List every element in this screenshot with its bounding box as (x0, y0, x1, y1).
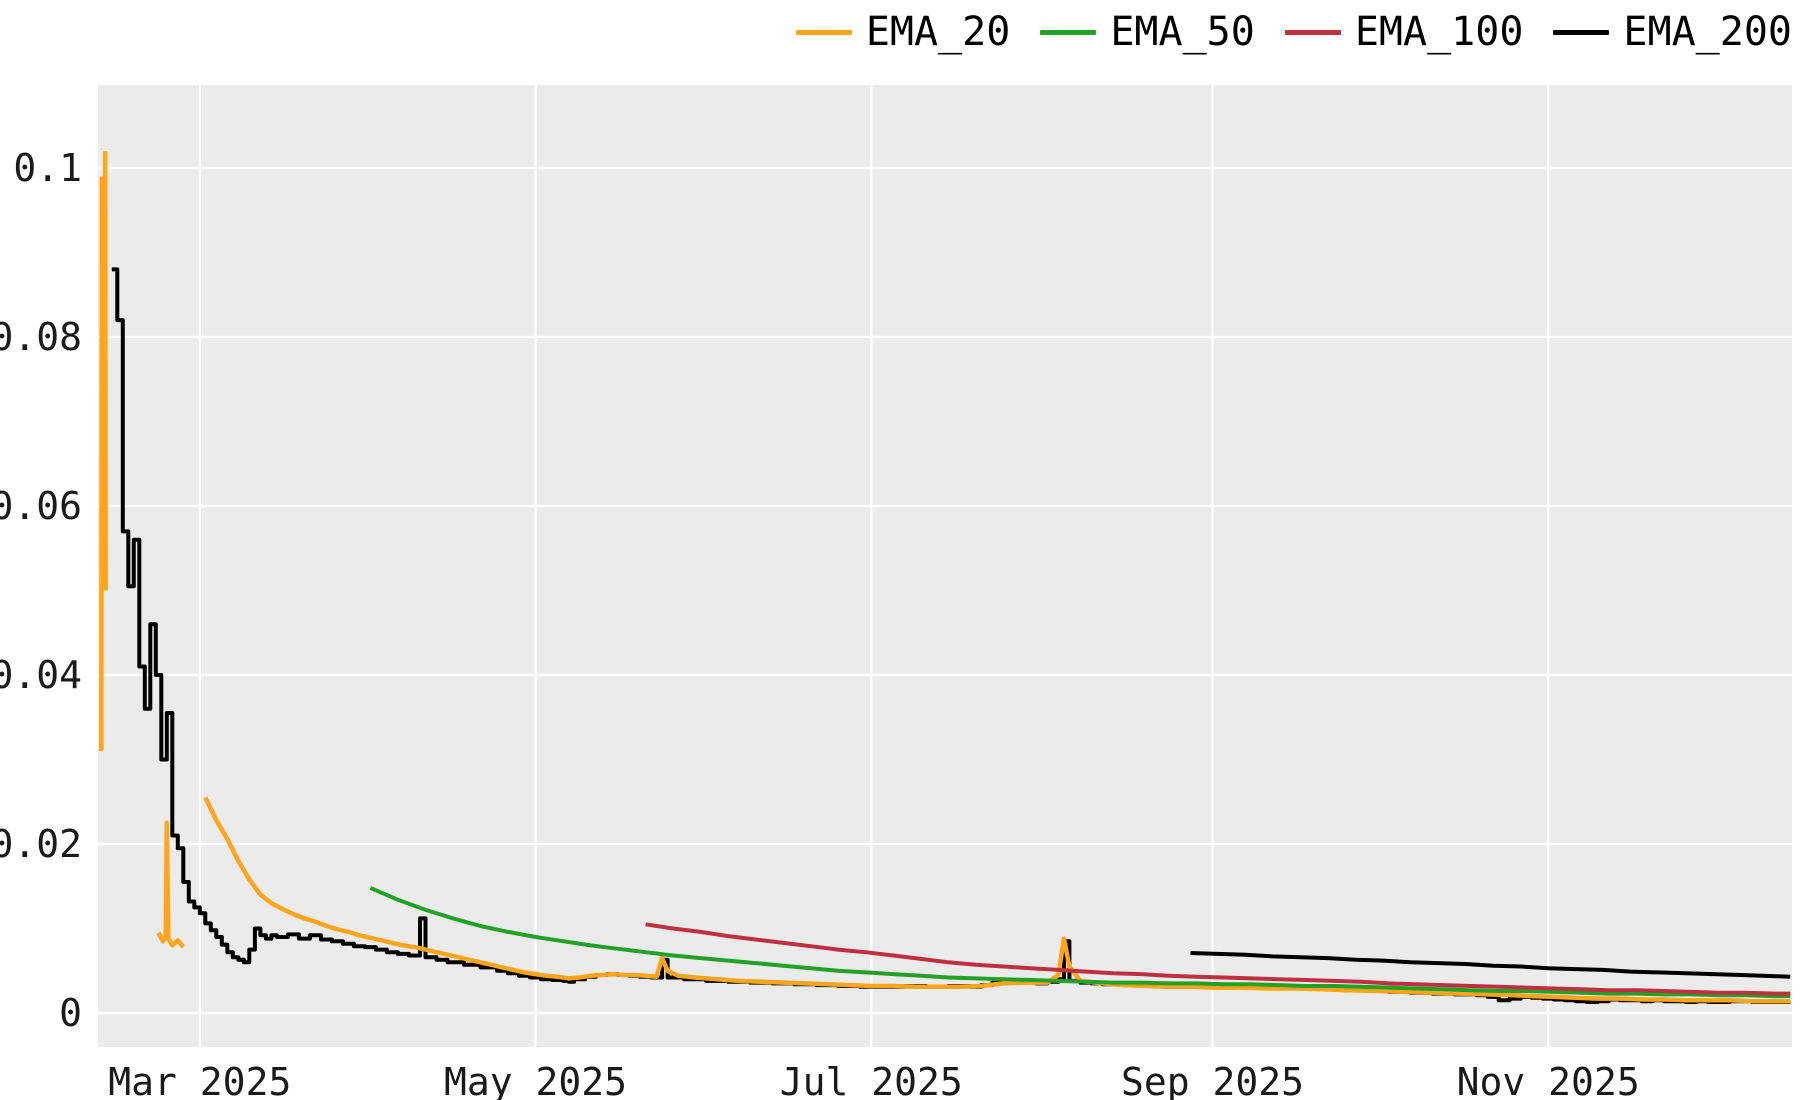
chart-legend: EMA_20 EMA_50 EMA_100 EMA_200 (795, 9, 1792, 55)
legend-item-ema200: EMA_200 (1553, 12, 1792, 52)
ema50-legend-label: EMA_50 (1110, 9, 1255, 55)
series-EMA_100 (645, 922, 1791, 996)
ema100-legend-label: EMA_100 (1354, 9, 1524, 55)
series-EMA_200 (1190, 951, 1791, 979)
series-EMA_20 (102, 151, 108, 591)
series-EMA_20 (156, 820, 186, 949)
y-tick-label: 0.08 (0, 315, 82, 359)
series-EMA_20 (203, 796, 1791, 1004)
legend-item-ema100: EMA_100 (1284, 9, 1524, 55)
series-group (99, 151, 1791, 1004)
plot-area (98, 85, 1792, 1047)
ema100-line-swatch (1284, 29, 1341, 35)
x-tick-label: Jul 2025 (780, 1060, 963, 1100)
ema200-legend-label: EMA_200 (1623, 9, 1792, 55)
legend-item-ema20: EMA_20 (795, 9, 1011, 55)
y-tick-label: 0.1 (13, 146, 82, 190)
series-EMA_50 (369, 886, 1791, 999)
x-tick-label: Sep 2025 (1121, 1060, 1304, 1100)
y-tick-label: 0.02 (0, 822, 82, 866)
ema50-line-swatch (1040, 29, 1097, 35)
y-tick-label: 0.04 (0, 653, 82, 697)
series-EMA_20 (99, 176, 105, 752)
x-tick-label: Mar 2025 (108, 1060, 291, 1100)
ema200-line-swatch (1553, 29, 1610, 35)
x-tick-label: May 2025 (444, 1060, 627, 1100)
x-tick-label: Nov 2025 (1457, 1060, 1640, 1100)
y-tick-label: 0 (59, 991, 82, 1035)
y-tick-label: 0.06 (0, 484, 82, 528)
ema20-legend-label: EMA_20 (865, 9, 1011, 55)
legend-item-ema50: EMA_50 (1040, 12, 1255, 52)
ema20-line-swatch (795, 29, 852, 35)
